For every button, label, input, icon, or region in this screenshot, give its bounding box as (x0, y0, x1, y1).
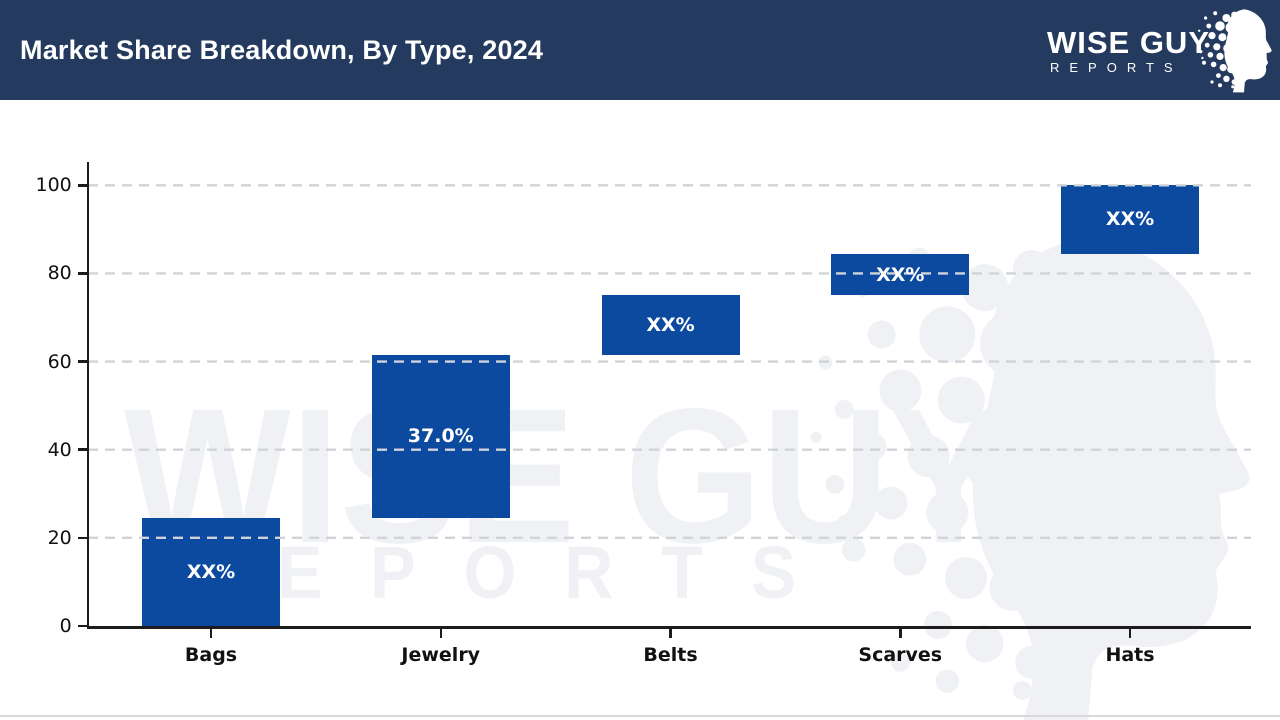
x-axis-category-label: Jewelry (401, 644, 481, 666)
brand-name: WISE GUY (1046, 24, 1210, 60)
header: Market Share Breakdown, By Type, 2024 WI… (0, 0, 1280, 100)
y-axis-tick (77, 624, 87, 628)
chart-canvas: WISE GUY REPORTS XX% 37.0% XX% XX% XX% 0 20 40 6… (0, 100, 1280, 720)
y-axis-tick (77, 272, 87, 275)
watermark-brand-sub: REPORTS (180, 531, 844, 614)
bar-value-label: XX% (646, 314, 695, 337)
face-logo-icon (1196, 6, 1276, 94)
x-axis-tick (669, 628, 672, 638)
waterfall-bar-jewelry (371, 354, 510, 519)
waterfall-bar-hats (1061, 185, 1199, 254)
y-axis-tick (77, 184, 87, 187)
x-axis-tick (439, 628, 442, 638)
x-axis-tick (899, 628, 902, 638)
y-axis-tick (77, 360, 87, 363)
x-axis-line (86, 626, 1251, 629)
waterfall-chart: XX% 37.0% XX% XX% XX% 0 20 40 60 80 100 Bags Jewelry… (0, 100, 1280, 720)
page-title: Market Share Breakdown, By Type, 2024 (20, 34, 544, 65)
x-axis-tick (209, 628, 213, 638)
y-axis-tick (77, 448, 87, 451)
bar-value-label: XX% (876, 263, 925, 286)
y-axis-tick-label: 80 (47, 262, 72, 285)
x-axis-category-label: Bags (184, 644, 238, 666)
bar-value-label: XX% (1105, 208, 1155, 231)
y-axis-tick (77, 536, 87, 540)
y-axis-line (86, 162, 90, 629)
brand-sub: REPORTS (1049, 59, 1183, 75)
x-axis-tick (1128, 628, 1132, 638)
waterfall-bar-bags (142, 518, 280, 626)
y-axis-tick-label: 0 (59, 615, 72, 637)
brand-logo: WISE GUY REPORTS (1047, 6, 1276, 94)
bottom-divider (0, 715, 1280, 717)
y-axis-tick-label: 20 (47, 526, 72, 549)
x-axis-category-label: Hats (1105, 644, 1155, 666)
x-axis-category-label: Scarves (858, 644, 943, 666)
bar-value-label: XX% (186, 561, 236, 583)
x-axis-category-label: Belts (643, 644, 698, 666)
y-axis-tick-label: 60 (47, 350, 72, 373)
waterfall-bar-belts (601, 295, 740, 355)
brand-text: WISE GUY REPORTS (1047, 27, 1210, 74)
y-axis-tick-label: 100 (35, 174, 72, 197)
bar-value-label: 37.0% (407, 425, 474, 448)
y-axis-tick-label: 40 (47, 438, 72, 461)
